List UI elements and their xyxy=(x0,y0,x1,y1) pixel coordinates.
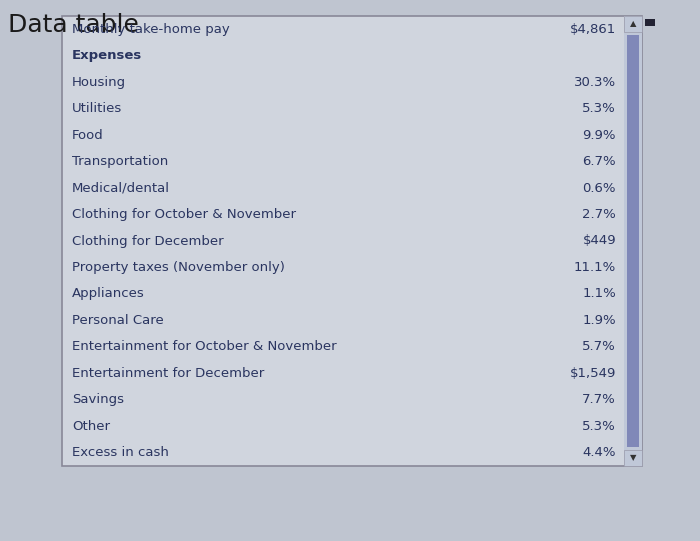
Text: 5.7%: 5.7% xyxy=(582,340,616,353)
Text: Savings: Savings xyxy=(72,393,124,406)
Text: 1.9%: 1.9% xyxy=(582,314,616,327)
Text: Monthly take-home pay: Monthly take-home pay xyxy=(72,23,230,36)
Text: Expenses: Expenses xyxy=(72,49,142,62)
Text: Medical/dental: Medical/dental xyxy=(72,182,170,195)
Text: $1,549: $1,549 xyxy=(570,367,616,380)
Text: Transportation: Transportation xyxy=(72,155,168,168)
Text: Data table: Data table xyxy=(8,13,139,37)
Text: Appliances: Appliances xyxy=(72,287,145,300)
Text: Clothing for October & November: Clothing for October & November xyxy=(72,208,296,221)
Text: Food: Food xyxy=(72,129,104,142)
Text: 6.7%: 6.7% xyxy=(582,155,616,168)
Text: Personal Care: Personal Care xyxy=(72,314,164,327)
Text: Property taxes (November only): Property taxes (November only) xyxy=(72,261,285,274)
Text: 9.9%: 9.9% xyxy=(582,129,616,142)
Text: Other: Other xyxy=(72,420,110,433)
Text: Housing: Housing xyxy=(72,76,126,89)
Text: 0.6%: 0.6% xyxy=(582,182,616,195)
Text: Entertainment for October & November: Entertainment for October & November xyxy=(72,340,337,353)
FancyBboxPatch shape xyxy=(627,35,639,447)
Text: Excess in cash: Excess in cash xyxy=(72,446,169,459)
Text: $449: $449 xyxy=(582,234,616,247)
FancyBboxPatch shape xyxy=(624,450,642,466)
Text: 5.3%: 5.3% xyxy=(582,420,616,433)
FancyBboxPatch shape xyxy=(624,16,642,466)
Text: 30.3%: 30.3% xyxy=(574,76,616,89)
Text: 4.4%: 4.4% xyxy=(582,446,616,459)
Text: Entertainment for December: Entertainment for December xyxy=(72,367,265,380)
Text: 2.7%: 2.7% xyxy=(582,208,616,221)
FancyBboxPatch shape xyxy=(624,16,642,32)
Text: ▼: ▼ xyxy=(630,453,636,463)
Text: ▲: ▲ xyxy=(630,19,636,29)
FancyBboxPatch shape xyxy=(645,19,655,26)
Text: 7.7%: 7.7% xyxy=(582,393,616,406)
Text: Clothing for December: Clothing for December xyxy=(72,234,223,247)
Text: 5.3%: 5.3% xyxy=(582,102,616,115)
Text: 1.1%: 1.1% xyxy=(582,287,616,300)
Text: $4,861: $4,861 xyxy=(570,23,616,36)
FancyBboxPatch shape xyxy=(62,16,642,466)
Text: 11.1%: 11.1% xyxy=(574,261,616,274)
Text: Utilities: Utilities xyxy=(72,102,122,115)
